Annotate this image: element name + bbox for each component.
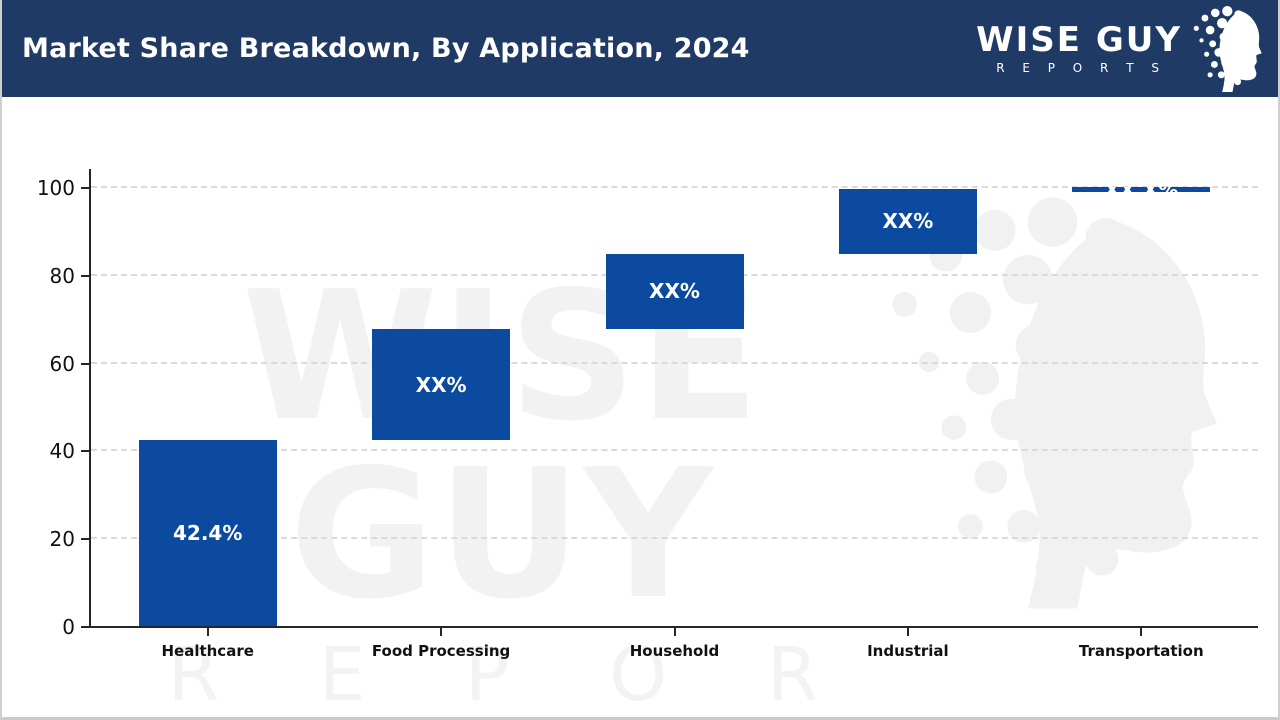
y-tick-label: 40 xyxy=(49,439,75,464)
category-label: Transportation xyxy=(1078,642,1204,660)
wiseguy-face-icon xyxy=(1193,5,1262,92)
y-tick-80 xyxy=(81,274,89,277)
y-tick-40 xyxy=(81,450,89,453)
bar-transportation[interactable]: XX.X% xyxy=(1072,187,1211,192)
bar-household[interactable]: XX% xyxy=(605,253,744,330)
x-tick-0 xyxy=(206,628,209,636)
gridline-100 xyxy=(91,186,1258,188)
y-tick-label: 20 xyxy=(49,527,75,552)
header: Market Share Breakdown, By Application, … xyxy=(2,0,1278,97)
y-tick-20 xyxy=(81,538,89,541)
x-tick-4 xyxy=(1140,628,1143,636)
category-label: Industrial xyxy=(867,642,949,660)
x-tick-3 xyxy=(906,628,909,636)
gridline-20 xyxy=(91,537,1258,540)
y-tick-label: 60 xyxy=(49,351,75,376)
bar-food-processing[interactable]: XX% xyxy=(372,329,511,440)
category-label: Household xyxy=(629,642,720,660)
bar-value-label: XX% xyxy=(649,279,700,304)
y-tick-0 xyxy=(81,626,89,628)
y-tick-label: 0 xyxy=(62,615,75,639)
y-tick-60 xyxy=(81,362,89,365)
logo-subtitle: R E P O R T S xyxy=(996,61,1166,75)
logo-wordmark: WISE GUY xyxy=(976,20,1182,60)
x-tick-1 xyxy=(440,628,443,636)
y-tick-100 xyxy=(81,187,89,189)
bar-value-label: XX% xyxy=(882,209,934,234)
bar-value-label: XX% xyxy=(415,372,467,397)
gridline-60 xyxy=(91,361,1258,364)
y-tick-label: 100 xyxy=(36,176,75,200)
plot-area: 0 20 40 60 80 100 Healthcare Food Processing Hou… xyxy=(2,97,1278,717)
bar-industrial[interactable]: XX% xyxy=(838,189,977,254)
wiseguy-logo-text: WISE GUY R E P O R T S xyxy=(976,23,1182,74)
bar-healthcare[interactable]: 42.4% xyxy=(138,439,277,626)
x-axis-line xyxy=(89,626,1258,628)
bar-value-label: XX.X% xyxy=(1104,187,1178,192)
page-title: Market Share Breakdown, By Application, … xyxy=(22,33,750,64)
y-tick-label: 80 xyxy=(49,263,75,288)
y-axis-line xyxy=(89,169,91,628)
x-tick-2 xyxy=(673,628,676,636)
gridline-40 xyxy=(91,449,1258,452)
category-label: Healthcare xyxy=(161,642,254,660)
wiseguy-logo: WISE GUY R E P O R T S xyxy=(976,5,1262,92)
bar-value-label: 42.4% xyxy=(172,520,243,545)
category-label: Food Processing xyxy=(371,642,511,660)
